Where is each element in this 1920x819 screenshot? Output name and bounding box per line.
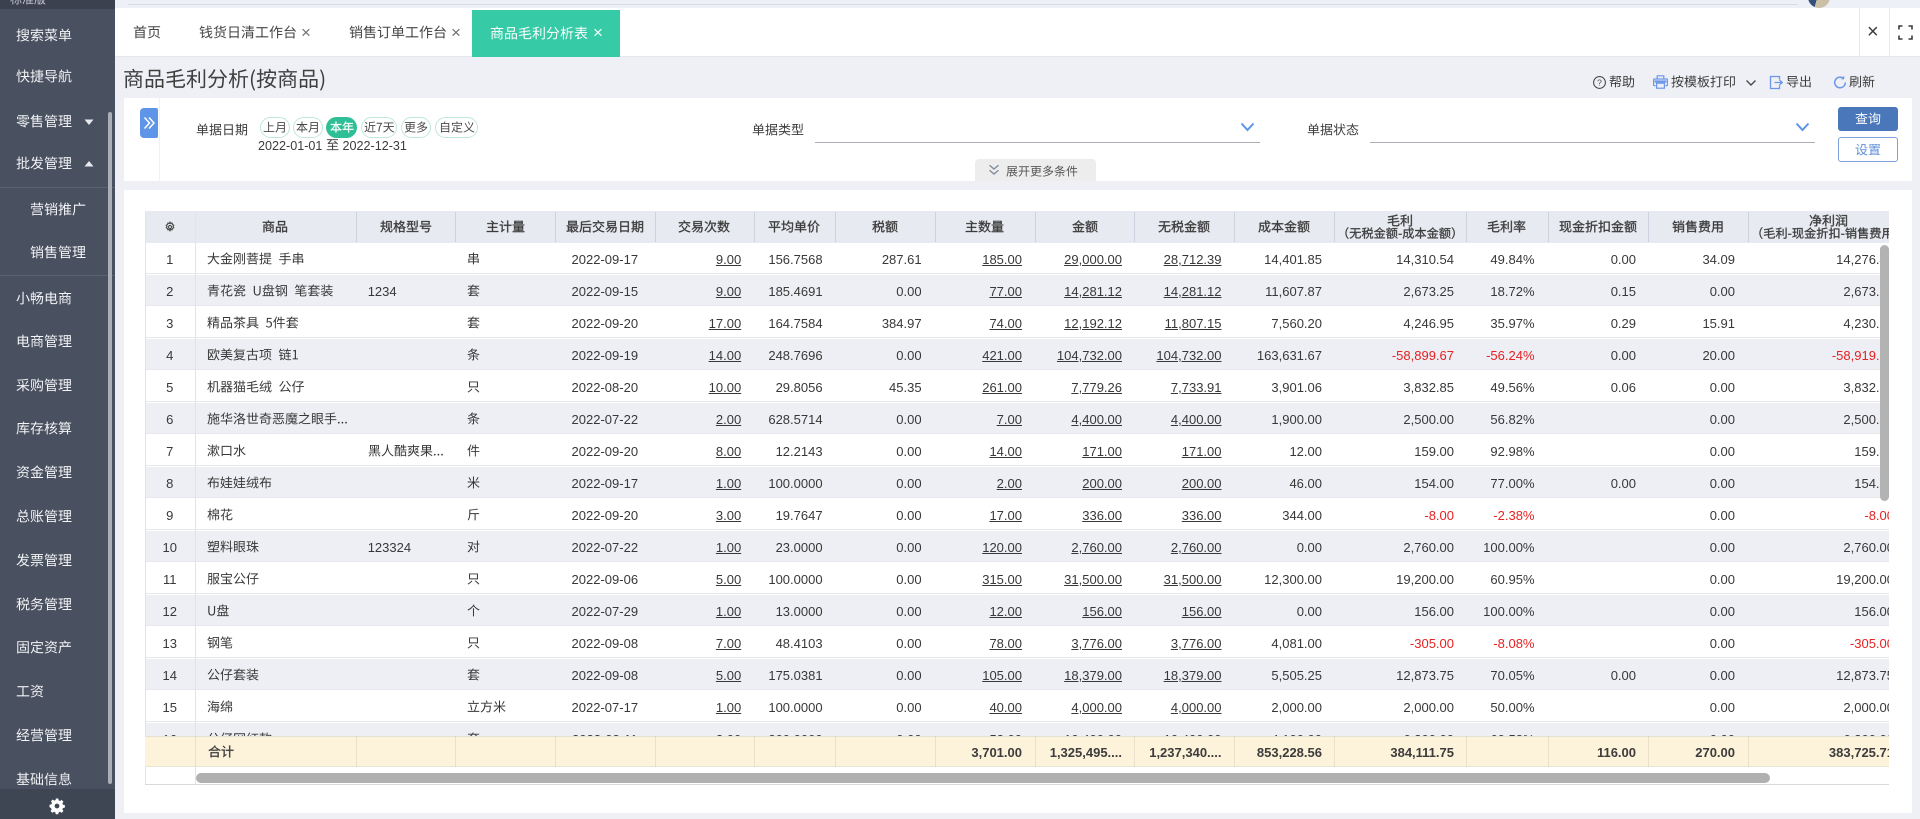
svg-text:?: ?: [1597, 77, 1602, 87]
